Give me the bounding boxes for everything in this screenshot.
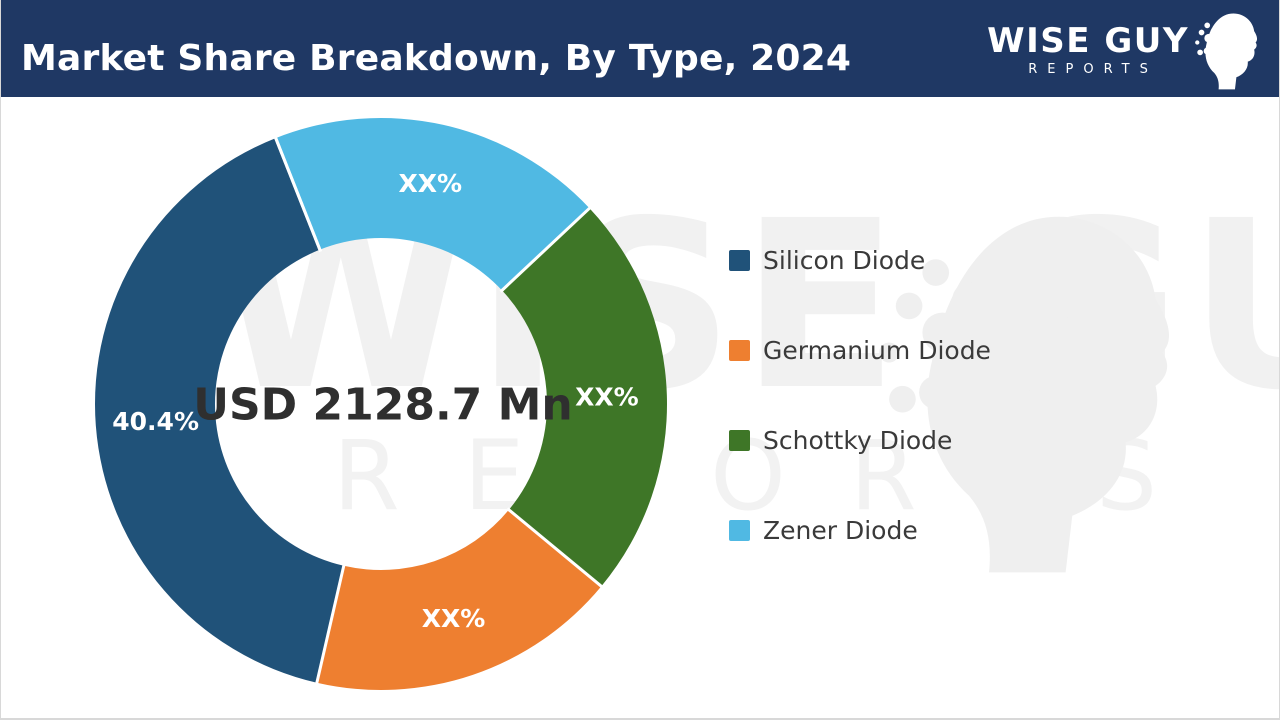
slice-separator [499,206,592,293]
logo-subtitle: REPORTS [1028,61,1158,77]
legend-swatch-schottky [729,429,750,451]
legend-swatch-zener [729,519,750,541]
legend-item-germanium-diode: Germanium Diode [729,335,991,365]
wise-guy-logo: WISE GUY REPORTS [987,11,1257,91]
legend-label-zener: Zener Diode [763,515,918,545]
legend-item-zener-diode: Zener Diode [729,515,991,545]
slice-label: XX% [422,604,486,633]
chart-legend: Silicon Diode Germanium Diode Schottky D… [729,246,991,606]
legend-label-silicon: Silicon Diode [763,245,926,275]
logo-head-icon [1193,11,1257,91]
donut-slice-silicon-diode [94,138,344,683]
legend-swatch-germanium [729,339,750,361]
legend-item-schottky-diode: Schottky Diode [729,425,991,455]
donut-slice-germanium-diode [316,509,602,690]
chart-center-value: USD 2128.7 Mn [193,379,572,430]
slice-label: 40.4% [112,407,199,436]
donut-wedges: 40.4% XX% XX% XX% [94,117,667,690]
legend-label-germanium: Germanium Diode [763,335,991,365]
logo-text: WISE GUY REPORTS [987,21,1189,77]
legend-label-schottky: Schottky Diode [763,425,953,455]
donut-slice-schottky-diode [502,208,667,587]
header: Market Share Breakdown, By Type, 2024 WI… [1,0,1279,97]
legend-item-silicon-diode: Silicon Diode [729,245,991,275]
slice-separator [315,563,346,685]
legend-swatch-silicon [729,249,750,271]
slice-label: XX% [398,169,462,198]
slice-label: XX% [575,383,639,412]
logo-name: WISE GUY [987,21,1189,62]
page-title: Market Share Breakdown, By Type, 2024 [21,38,852,79]
slice-separator [273,136,323,253]
donut-slice-zener-diode [275,117,590,291]
slice-separator [506,507,604,589]
